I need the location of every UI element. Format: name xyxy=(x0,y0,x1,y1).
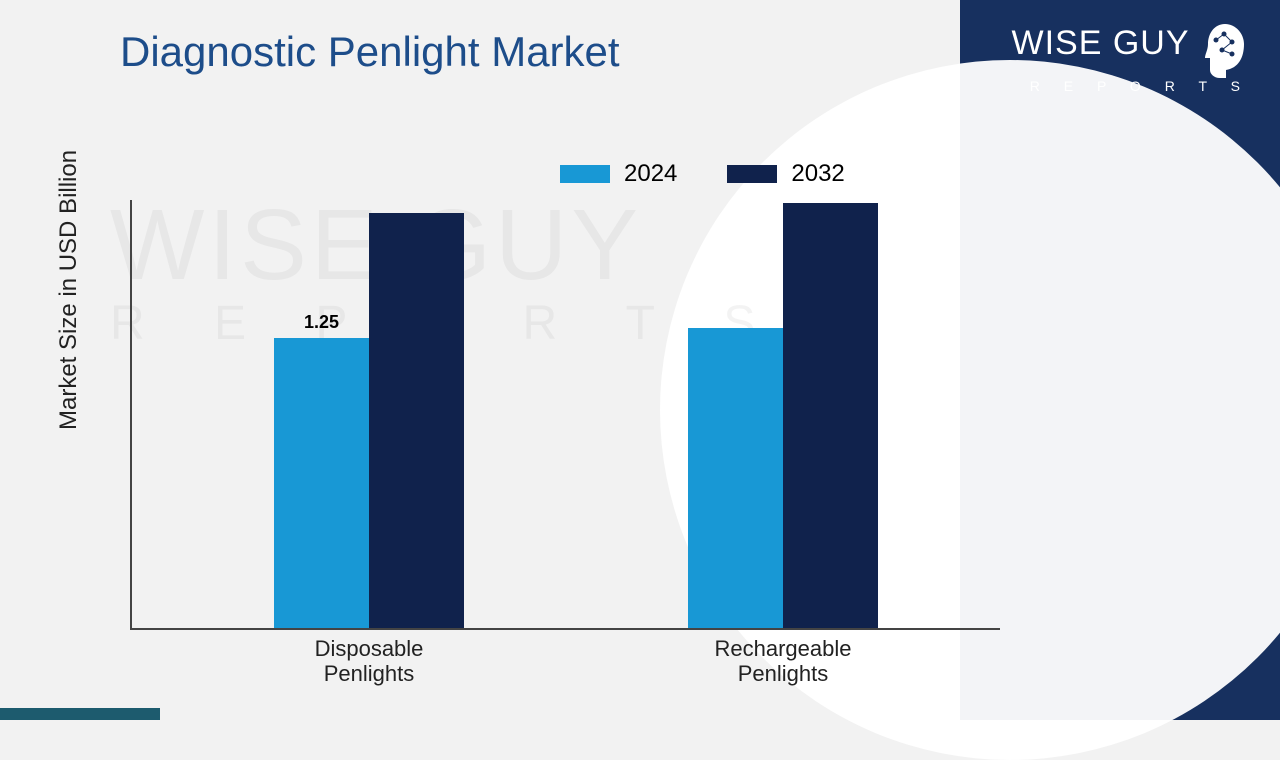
category-label: DisposablePenlights xyxy=(269,636,469,687)
bar xyxy=(688,328,783,628)
x-axis xyxy=(130,628,1000,630)
legend-item-2032: 2032 xyxy=(727,160,844,188)
bar-value-label: 1.25 xyxy=(274,312,369,333)
legend: 2024 2032 xyxy=(560,160,845,188)
bar: 1.25 xyxy=(274,338,369,628)
brand-main: WISE GUY xyxy=(1012,24,1190,62)
brand-sub: R E P O R T S xyxy=(1012,78,1250,94)
category-label: RechargeablePenlights xyxy=(683,636,883,687)
y-axis-label: Market Size in USD Billion xyxy=(55,150,83,430)
bar xyxy=(369,213,464,628)
y-axis xyxy=(130,200,132,630)
brand-logo: WISE GUY R E P O R T S xyxy=(1012,20,1250,94)
legend-label-2032: 2032 xyxy=(791,160,844,188)
legend-swatch-2024 xyxy=(560,165,610,183)
plot-area: 1.25 DisposablePenlightsRechargeablePenl… xyxy=(130,200,1030,630)
legend-label-2024: 2024 xyxy=(624,160,677,188)
legend-item-2024: 2024 xyxy=(560,160,677,188)
legend-swatch-2032 xyxy=(727,165,777,183)
bar xyxy=(783,203,878,628)
chart-title: Diagnostic Penlight Market xyxy=(120,28,620,76)
accent-bar xyxy=(0,708,160,720)
head-icon xyxy=(1200,20,1250,80)
